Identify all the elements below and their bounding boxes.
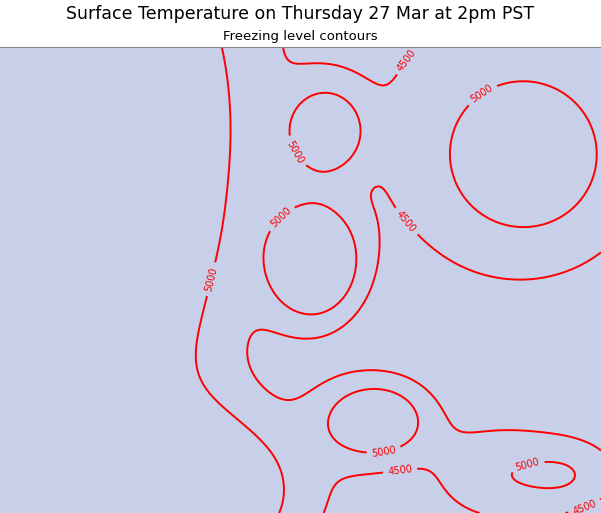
Text: 4500: 4500	[572, 498, 598, 513]
Text: 5000: 5000	[203, 266, 219, 292]
Text: 5000: 5000	[514, 456, 541, 472]
Text: 5000: 5000	[268, 205, 293, 229]
Text: Surface Temperature on Thursday 27 Mar at 2pm PST: Surface Temperature on Thursday 27 Mar a…	[67, 5, 534, 23]
Text: 5000: 5000	[469, 83, 495, 105]
Text: 4500: 4500	[395, 47, 418, 73]
Text: 4500: 4500	[387, 464, 413, 477]
Text: 4500: 4500	[394, 209, 418, 234]
Text: Freezing level contours: Freezing level contours	[223, 30, 378, 43]
Text: 5000: 5000	[285, 139, 305, 165]
Text: 5000: 5000	[371, 445, 397, 459]
